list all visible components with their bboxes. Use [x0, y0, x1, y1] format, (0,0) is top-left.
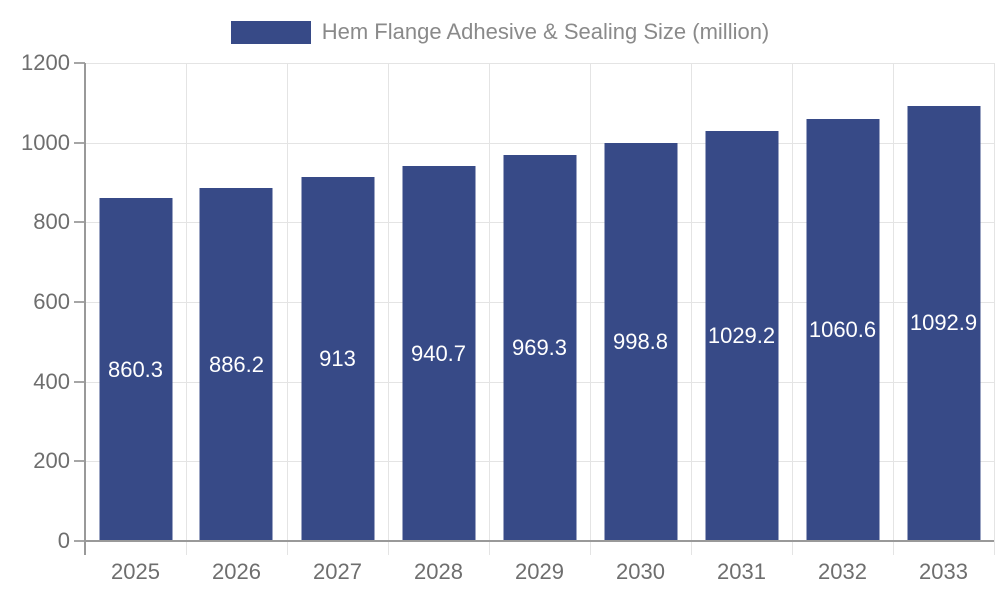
x-axis-labels: 2025 2026 2027 2028 2029 2030 2031 2032 2033 — [85, 559, 994, 587]
x-tick-label: 2026 — [212, 559, 261, 584]
bar-value-label: 1092.9 — [909, 310, 978, 336]
bar-value-label: 1029.2 — [707, 323, 776, 349]
v-gridline — [287, 63, 288, 555]
x-tick-label: 2030 — [616, 559, 665, 584]
v-gridline — [690, 63, 692, 555]
bar[interactable]: 940.7 — [402, 166, 475, 541]
x-tick-label: 2031 — [717, 559, 766, 584]
bar[interactable]: 1092.9 — [907, 105, 980, 541]
v-gridline — [186, 63, 187, 555]
bar[interactable]: 1029.2 — [705, 131, 778, 541]
bar[interactable]: 969.3 — [503, 154, 576, 541]
y-tick-mark — [74, 540, 85, 542]
bar[interactable]: 1060.6 — [806, 118, 879, 541]
h-gridline — [85, 63, 994, 64]
v-gridline — [994, 63, 995, 555]
v-gridline — [489, 63, 490, 555]
legend-swatch — [230, 20, 311, 44]
y-axis-line — [84, 63, 86, 555]
bar-value-label: 940.7 — [410, 340, 467, 366]
x-tick-label: 2027 — [313, 559, 362, 584]
h-gridline — [85, 142, 994, 144]
legend-label: Hem Flange Adhesive & Sealing Size (mill… — [321, 19, 770, 44]
v-gridline — [387, 63, 389, 555]
y-tick-label: 1000 — [21, 129, 70, 155]
x-tick-label: 2032 — [818, 559, 867, 584]
bar-value-label: 969.3 — [511, 334, 568, 360]
v-gridline — [893, 63, 894, 555]
bar-value-label: 1060.6 — [808, 316, 877, 342]
y-tick-label: 0 — [57, 528, 70, 553]
y-tick-mark — [74, 380, 85, 383]
y-tick-label: 600 — [33, 289, 70, 314]
bar-value-label: 998.8 — [612, 329, 669, 355]
y-tick-label: 1200 — [21, 50, 70, 75]
legend[interactable]: Hem Flange Adhesive & Sealing Size (mill… — [0, 19, 1000, 45]
y-tick-mark — [74, 62, 85, 64]
y-tick-mark — [74, 221, 85, 224]
x-tick-label: 2028 — [414, 559, 463, 584]
bar[interactable]: 860.3 — [99, 198, 172, 541]
x-tick-label: 2025 — [111, 559, 160, 584]
v-gridline — [792, 63, 793, 555]
bar[interactable]: 913 — [301, 177, 374, 541]
x-tick-label: 2029 — [515, 559, 564, 584]
bar-value-label: 913 — [319, 346, 356, 372]
bar[interactable]: 998.8 — [604, 143, 677, 541]
y-tick-label: 800 — [33, 209, 70, 235]
bar-value-label: 886.2 — [208, 351, 265, 377]
y-tick-mark — [74, 301, 85, 303]
x-tick-label: 2033 — [919, 559, 968, 584]
y-tick-label: 400 — [33, 368, 70, 394]
y-tick-mark — [74, 460, 85, 463]
plot-area: 860.3 886.2 913 940.7 969.3 998.8 1029.2 1060.6… — [74, 62, 995, 555]
v-gridline — [590, 63, 591, 555]
bar-value-label: 860.3 — [107, 356, 164, 382]
y-axis-labels: 0 200 400 600 800 1000 1200 — [0, 51, 70, 553]
y-tick-mark — [74, 141, 85, 144]
y-tick-label: 200 — [33, 448, 70, 474]
x-axis-line — [84, 540, 994, 542]
bar[interactable]: 886.2 — [199, 188, 273, 541]
